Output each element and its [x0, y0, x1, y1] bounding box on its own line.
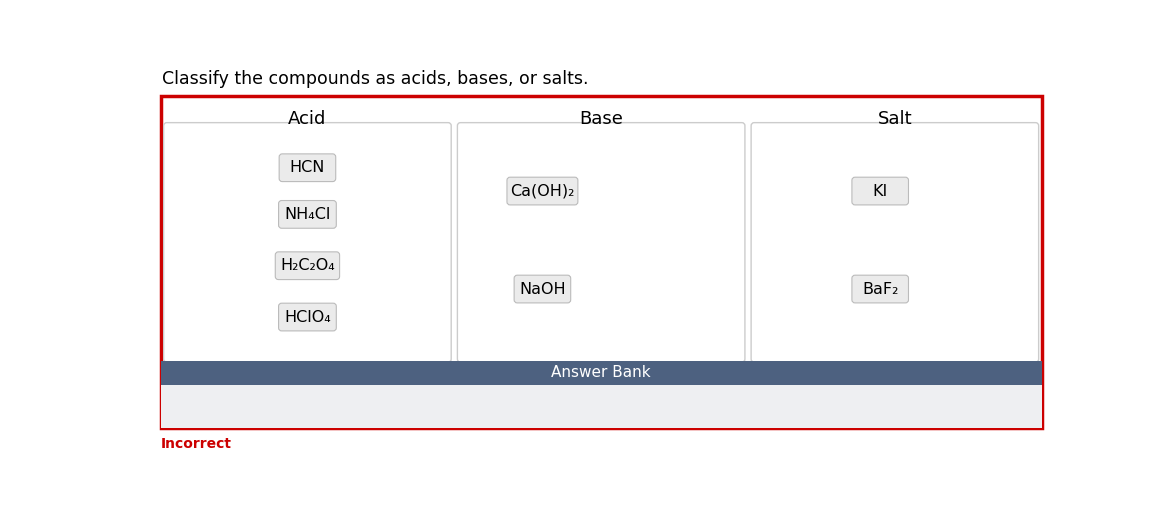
Text: HClO₄: HClO₄ — [284, 309, 331, 325]
Text: KI: KI — [873, 184, 888, 199]
Text: Answer Bank: Answer Bank — [551, 365, 651, 380]
Text: Base: Base — [579, 110, 623, 128]
FancyBboxPatch shape — [514, 275, 571, 303]
Text: Classify the compounds as acids, bases, or salts.: Classify the compounds as acids, bases, … — [162, 70, 589, 88]
Text: Ca(OH)₂: Ca(OH)₂ — [510, 184, 575, 199]
FancyBboxPatch shape — [161, 385, 1042, 428]
FancyBboxPatch shape — [457, 122, 745, 362]
FancyBboxPatch shape — [751, 122, 1038, 362]
FancyBboxPatch shape — [278, 201, 337, 228]
FancyBboxPatch shape — [161, 361, 1042, 385]
Text: Salt: Salt — [877, 110, 913, 128]
FancyBboxPatch shape — [278, 303, 337, 331]
FancyBboxPatch shape — [276, 252, 340, 280]
FancyBboxPatch shape — [164, 122, 452, 362]
Text: NH₄Cl: NH₄Cl — [284, 207, 331, 222]
Text: NaOH: NaOH — [520, 281, 565, 297]
FancyBboxPatch shape — [507, 177, 578, 205]
FancyBboxPatch shape — [852, 177, 909, 205]
Text: Acid: Acid — [289, 110, 326, 128]
FancyBboxPatch shape — [852, 275, 909, 303]
FancyBboxPatch shape — [279, 154, 335, 182]
FancyBboxPatch shape — [161, 97, 1042, 428]
Text: BaF₂: BaF₂ — [862, 281, 899, 297]
Text: Incorrect: Incorrect — [161, 437, 231, 451]
Text: HCN: HCN — [290, 160, 325, 175]
Text: H₂C₂O₄: H₂C₂O₄ — [280, 258, 334, 273]
